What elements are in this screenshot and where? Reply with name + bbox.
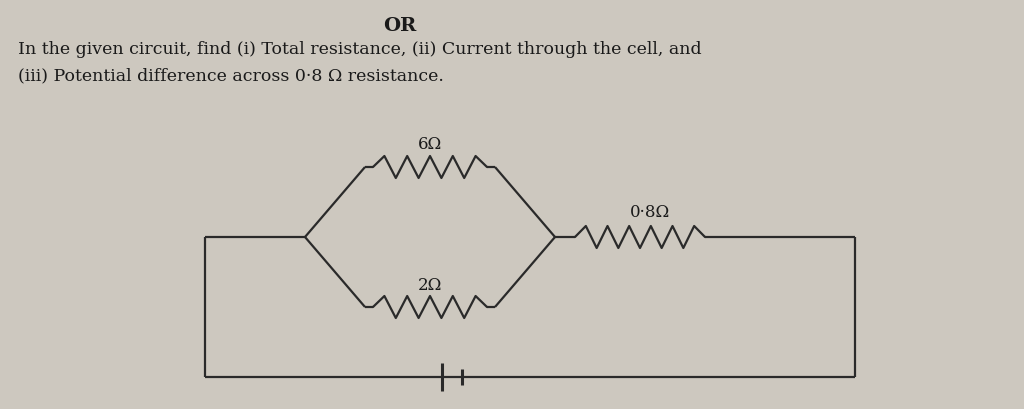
Text: (iii) Potential difference across 0·8 Ω resistance.: (iii) Potential difference across 0·8 Ω … [18, 67, 443, 84]
Text: 6Ω: 6Ω [418, 136, 442, 153]
Text: In the given circuit, find (i) Total resistance, (ii) Current through the cell, : In the given circuit, find (i) Total res… [18, 41, 701, 58]
Text: 0·8Ω: 0·8Ω [630, 204, 670, 221]
Text: 2Ω: 2Ω [418, 277, 442, 294]
Text: OR: OR [383, 17, 417, 35]
